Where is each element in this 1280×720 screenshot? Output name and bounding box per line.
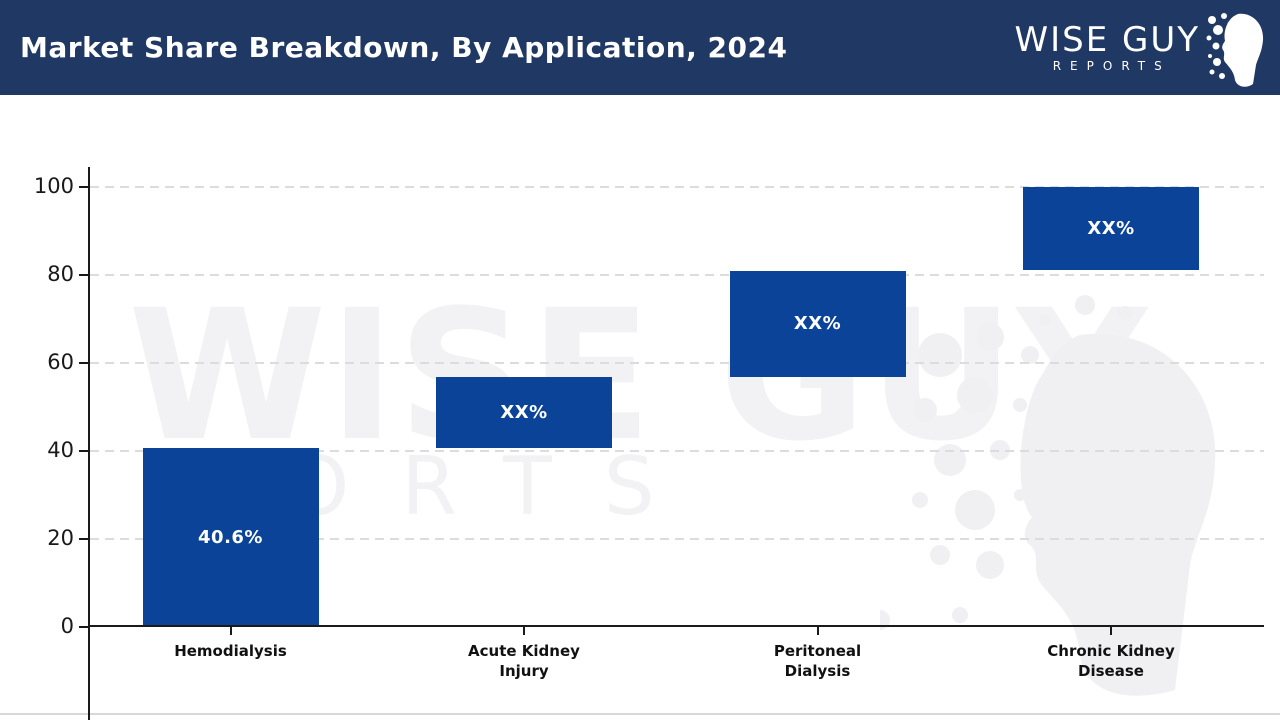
y-tick-label-40: 40 [47, 438, 74, 462]
gridline-y-60 [90, 362, 1264, 364]
y-tick-label-60: 60 [47, 350, 74, 374]
y-tick-label-20: 20 [47, 526, 74, 550]
logo-text: WISE GUY REPORTS [1014, 19, 1200, 74]
bar-peritoneal-dialysis: XX% [729, 270, 906, 377]
x-tick-mark-acute-kidney-injury [523, 627, 525, 635]
y-axis-line [88, 167, 90, 720]
x-tick-mark-hemodialysis [229, 627, 232, 635]
x-axis-line [88, 625, 1264, 627]
logo-wordmark: WISE GUY [1014, 19, 1200, 60]
y-tick-mark-100 [79, 186, 88, 188]
plot-area: WISE GUY PORTS 0 20 40 60 80 100 40.6% Hemodial… [0, 95, 1280, 720]
bar-acute-kidney-injury: XX% [436, 376, 612, 449]
bar-value-label: XX% [1087, 217, 1135, 239]
gridline-y-40 [90, 450, 1264, 452]
category-label-peritoneal-dialysis: Peritoneal Dialysis [773, 642, 862, 681]
bar-value-label: XX% [793, 313, 842, 335]
gridline-y-20 [90, 538, 1264, 540]
watermark-wiseguy-text: WISE GUY [128, 272, 1150, 481]
category-label-chronic-kidney-disease: Chronic Kidney Disease [1047, 642, 1175, 681]
category-label-acute-kidney-injury: Acute Kidney Injury [468, 642, 580, 681]
x-tick-mark-chronic-kidney-disease [1110, 627, 1112, 635]
y-tick-label-0: 0 [60, 614, 74, 638]
header-bar: Market Share Breakdown, By Application, … [0, 0, 1280, 95]
bar-chronic-kidney-disease: XX% [1023, 187, 1199, 270]
y-tick-label-80: 80 [47, 262, 74, 286]
page-title: Market Share Breakdown, By Application, … [20, 31, 788, 64]
gridline-y-80 [90, 274, 1264, 276]
y-tick-mark-20 [79, 538, 88, 540]
logo-face-icon [1206, 13, 1264, 87]
x-tick-mark-peritoneal-dialysis [816, 627, 819, 635]
y-tick-mark-80 [79, 274, 88, 276]
y-tick-mark-40 [79, 450, 88, 452]
bar-hemodialysis: 40.6% [142, 448, 319, 627]
bottom-divider [0, 713, 1280, 715]
bar-value-label: XX% [500, 401, 548, 423]
y-tick-label-100: 100 [33, 174, 74, 198]
bar-value-label: 40.6% [198, 527, 263, 549]
category-label-hemodialysis: Hemodialysis [174, 642, 287, 660]
gridline-y-100 [90, 186, 1264, 188]
y-tick-mark-0 [79, 626, 88, 628]
watermark-face-graphic [880, 295, 1216, 696]
logo-subtitle: REPORTS [1052, 59, 1171, 74]
y-tick-mark-60 [79, 362, 88, 364]
wise-guy-logo: WISE GUY REPORTS [1014, 8, 1266, 88]
